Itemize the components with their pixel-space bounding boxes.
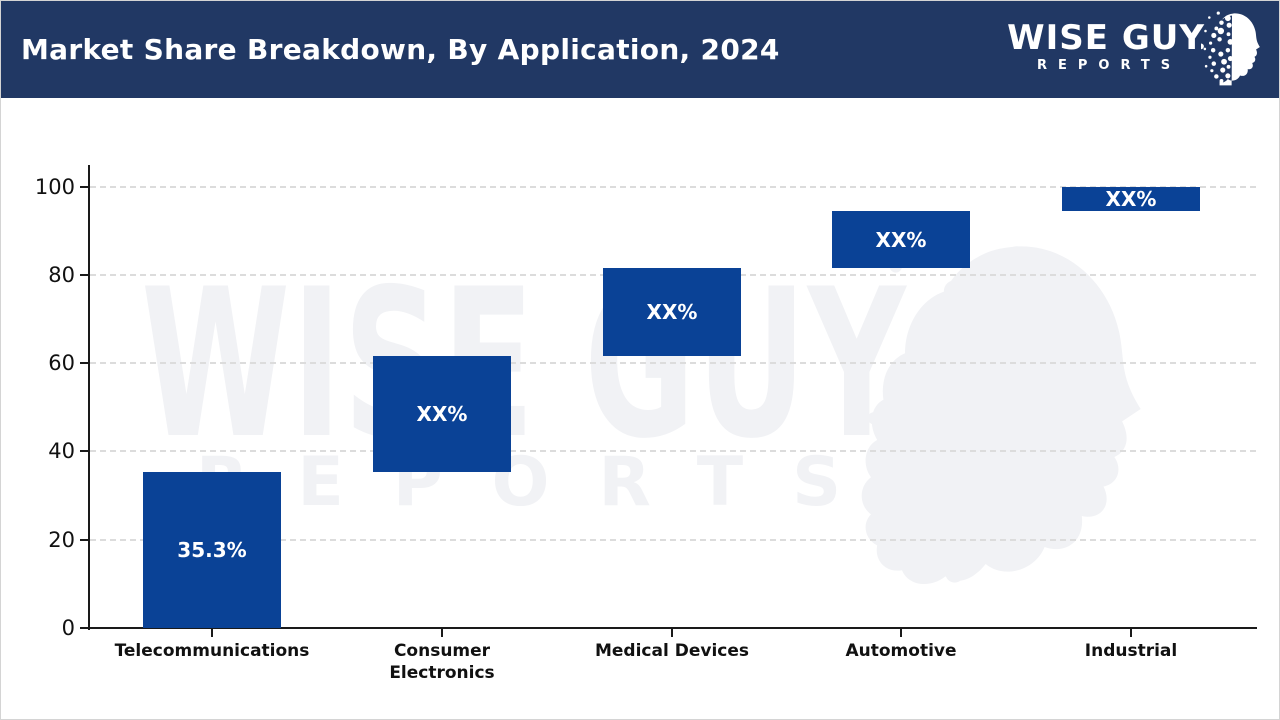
bar-value-label: XX% (875, 227, 927, 252)
wiseguy-logo: WISE GUY REPORTS (1007, 7, 1265, 87)
bar-segment: XX% (832, 210, 970, 269)
gridline-60 (90, 362, 1256, 365)
y-tick-label: 60 (48, 351, 75, 376)
header-bar: Market Share Breakdown, By Application, … (1, 1, 1279, 98)
x-tick-mark (671, 629, 673, 637)
x-axis-line (87, 627, 1257, 629)
x-tick-mark (441, 629, 443, 637)
x-category-label: Consumer Electronics (389, 641, 495, 684)
x-category-label: Medical Devices (594, 641, 749, 661)
x-tick-mark (900, 629, 902, 637)
y-axis-line (88, 165, 90, 630)
x-tick-mark (1130, 629, 1132, 637)
bar-segment: XX% (1062, 186, 1200, 211)
y-tick-label: 80 (48, 262, 75, 287)
y-tick-label: 100 (34, 174, 75, 199)
bar-segment: 35.3% (143, 472, 281, 628)
wiseguy-head-icon (1201, 11, 1260, 86)
x-category-label: Telecommunications (114, 641, 310, 661)
y-tick-label: 40 (48, 439, 75, 464)
gridline-40 (90, 450, 1256, 453)
y-tick-label: 20 (48, 527, 75, 552)
bar-value-label: 35.3% (177, 538, 247, 563)
page-title: Market Share Breakdown, By Application, … (21, 33, 780, 66)
y-tick-mark (80, 362, 88, 365)
logo-wordmark: WISE GUY (1007, 18, 1205, 58)
bar-segment: XX% (603, 268, 741, 356)
logo-subtext: REPORTS (1037, 58, 1182, 73)
bar-value-label: XX% (1105, 186, 1157, 211)
y-tick-mark (80, 538, 88, 541)
x-category-label: Automotive (845, 641, 957, 661)
y-tick-label: 0 (61, 616, 75, 640)
bar-value-label: XX% (416, 401, 468, 426)
x-category-label: Industrial (1084, 641, 1178, 661)
bar-value-label: XX% (646, 299, 698, 324)
x-tick-mark (211, 629, 213, 637)
gridline-20 (90, 538, 1256, 541)
y-tick-mark (80, 273, 88, 276)
y-tick-mark (80, 450, 88, 453)
bar-segment: XX% (373, 355, 511, 473)
y-tick-mark (80, 185, 88, 188)
gridline-100 (90, 185, 1256, 188)
y-tick-mark (80, 627, 88, 629)
wiseguy-logo-text: WISE GUY REPORTS (1007, 21, 1205, 73)
